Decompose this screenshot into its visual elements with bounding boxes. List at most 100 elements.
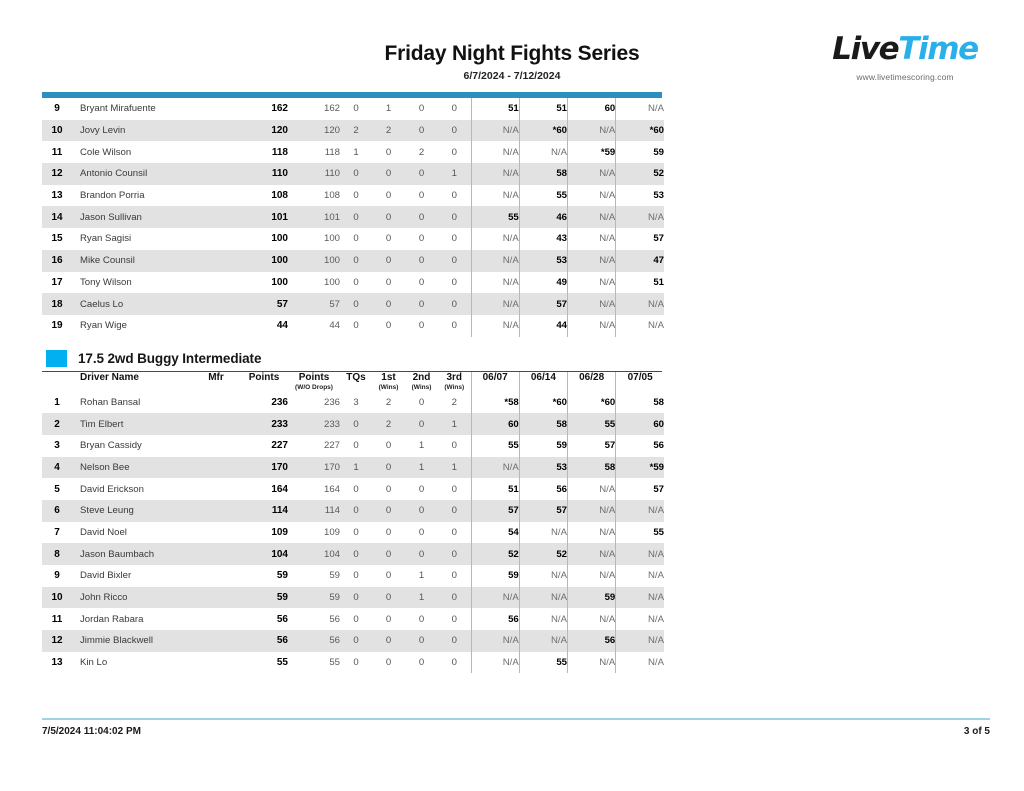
cell-race-2: *60 xyxy=(518,391,568,414)
table-row: 11 Jordan Rabara 56 56 0 0 0 0 56 N/A N/A N/A xyxy=(42,608,664,631)
cell-points: 55 xyxy=(276,657,288,669)
cell-race-3: N/A xyxy=(566,184,616,207)
cell-race-2: 53 xyxy=(518,456,568,479)
cell-driver-name: Ryan Wige xyxy=(80,320,127,332)
cell-mfr xyxy=(192,435,240,457)
cell-race-4: N/A xyxy=(615,586,664,609)
class-color-swatch xyxy=(46,349,67,367)
table-body-continued: 9 Bryant Mirafuente 162 162 0 1 0 0 51 51 60 N/A 10 J… xyxy=(42,98,664,337)
cell-points: 162 xyxy=(271,103,288,115)
cell-first: 0 xyxy=(385,298,392,310)
cell-race-4: N/A xyxy=(615,543,664,566)
cell-race-1: *58 xyxy=(470,391,520,414)
cell-driver-name: Rohan Bansal xyxy=(80,396,141,408)
cell-position: 11 xyxy=(51,146,63,158)
table-row: 10 John Ricco 59 59 0 0 1 0 N/A N/A 59 N/A xyxy=(42,586,664,609)
table-row: 13 Brandon Porria 108 108 0 0 0 0 N/A 55 N/A 53 xyxy=(42,184,664,207)
cell-driver-name: David Bixler xyxy=(80,570,132,582)
cell-driver-name: Jovy Levin xyxy=(80,125,126,137)
cell-race-2: 49 xyxy=(518,271,568,294)
cell-third: 0 xyxy=(451,320,457,332)
cell-first: 0 xyxy=(385,440,392,452)
cell-race-1: 54 xyxy=(470,521,520,544)
cell-points: 104 xyxy=(271,548,288,560)
cell-race-3: 56 xyxy=(566,630,616,652)
cell-driver-name: Jimmie Blackwell xyxy=(80,635,154,647)
cell-race-4: 57 xyxy=(615,228,664,250)
cell-race-1: 55 xyxy=(470,206,520,229)
cell-race-4: 55 xyxy=(615,521,664,544)
cell-tqs: 0 xyxy=(353,103,359,115)
cell-race-4: N/A xyxy=(615,293,664,315)
report-date-range: 6/7/2024 - 7/12/2024 xyxy=(463,70,561,83)
cell-points-wo-drops: 59 xyxy=(329,570,340,582)
cell-race-1: N/A xyxy=(470,119,520,142)
cell-driver-name: Cole Wilson xyxy=(80,146,132,158)
cell-race-4: 52 xyxy=(615,163,664,185)
cell-driver-name: Tony Wilson xyxy=(80,276,132,288)
table-row: 13 Kin Lo 55 55 0 0 0 0 N/A 55 N/A N/A xyxy=(42,651,664,674)
cell-race-2: 55 xyxy=(518,184,568,207)
cell-position: 2 xyxy=(54,418,60,430)
cell-race-4: 53 xyxy=(615,184,664,207)
cell-first: 1 xyxy=(385,103,392,115)
cell-driver-name: Bryant Mirafuente xyxy=(80,103,156,115)
cell-first: 0 xyxy=(385,168,392,180)
col-race-4: 07/05 xyxy=(615,371,664,392)
table-row: 16 Mike Counsil 100 100 0 0 0 0 N/A 53 N/A 47 xyxy=(42,249,664,272)
table-body-class: 1 Rohan Bansal 236 236 3 2 0 2 *58 *60 *60 58 2 Tim E… xyxy=(42,391,664,674)
cell-third: 0 xyxy=(451,548,457,560)
cell-points: 164 xyxy=(271,483,288,495)
class-title: 17.5 2wd Buggy Intermediate xyxy=(78,350,262,366)
cell-second: 0 xyxy=(418,255,425,267)
cell-first: 0 xyxy=(385,211,392,223)
cell-race-2: 58 xyxy=(518,413,568,435)
cell-points: 57 xyxy=(276,298,288,310)
cell-race-2: N/A xyxy=(518,565,568,587)
cell-points-wo-drops: 55 xyxy=(329,657,340,669)
cell-first: 0 xyxy=(385,320,392,332)
cell-race-2: 57 xyxy=(518,293,568,315)
cell-race-1: 55 xyxy=(470,434,520,457)
cell-position: 11 xyxy=(51,613,63,625)
table-row: 1 Rohan Bansal 236 236 3 2 0 2 *58 *60 *60 58 xyxy=(42,391,664,414)
cell-position: 10 xyxy=(51,592,63,604)
cell-position: 1 xyxy=(54,396,60,408)
cell-second: 0 xyxy=(418,396,425,408)
cell-points: 100 xyxy=(271,255,288,267)
cell-race-1: 56 xyxy=(470,608,520,631)
cell-points-wo-drops: 233 xyxy=(323,418,340,430)
cell-mfr xyxy=(192,98,240,120)
cell-position: 4 xyxy=(54,461,60,473)
cell-tqs: 0 xyxy=(353,440,359,452)
cell-position: 15 xyxy=(51,233,63,245)
cell-race-4: N/A xyxy=(615,499,664,522)
cell-first: 0 xyxy=(385,461,392,473)
cell-position: 13 xyxy=(51,190,63,202)
cell-race-3: N/A xyxy=(566,565,616,587)
cell-points: 100 xyxy=(271,276,288,288)
col-race-2: 06/14 xyxy=(518,371,568,392)
cell-second: 2 xyxy=(418,146,425,158)
cell-position: 17 xyxy=(51,276,63,288)
cell-mfr xyxy=(192,630,240,652)
cell-position: 10 xyxy=(51,125,63,137)
cell-first: 0 xyxy=(385,146,392,158)
table-row: 9 David Bixler 59 59 0 0 1 0 59 N/A N/A N/A xyxy=(42,565,664,587)
cell-race-1: N/A xyxy=(470,184,520,207)
cell-points: 170 xyxy=(271,461,288,473)
cell-race-3: *60 xyxy=(566,391,616,414)
cell-race-3: N/A xyxy=(566,228,616,250)
cell-tqs: 0 xyxy=(353,483,359,495)
cell-race-3: N/A xyxy=(566,651,616,674)
cell-third: 0 xyxy=(451,211,457,223)
cell-tqs: 0 xyxy=(353,255,359,267)
cell-second: 0 xyxy=(418,483,425,495)
cell-third: 0 xyxy=(451,570,457,582)
cell-race-1: N/A xyxy=(470,586,520,609)
standings-table-class: Driver Name Mfr Points Points (W/O Drops… xyxy=(42,371,664,674)
table-row: 5 David Erickson 164 164 0 0 0 0 51 56 N/A 57 xyxy=(42,478,664,500)
page-header: Friday Night Fights Series 6/7/2024 - 7/… xyxy=(0,0,1024,92)
cell-position: 14 xyxy=(51,211,63,223)
col-second-main: 2nd xyxy=(412,371,431,383)
